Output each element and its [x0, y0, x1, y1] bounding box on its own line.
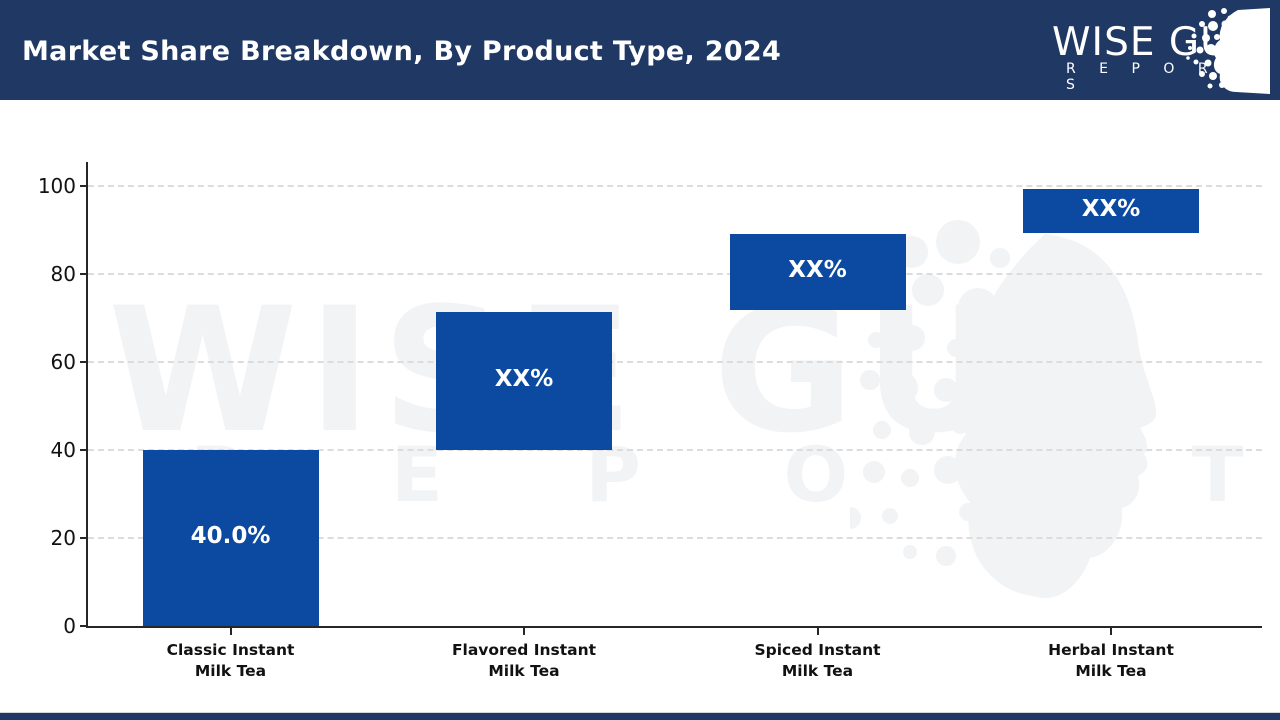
gridline-y100 — [88, 185, 1262, 187]
category-label-2: Spiced Instant Milk Tea — [754, 641, 881, 680]
ytick-label-0: 0 — [63, 614, 76, 638]
ytick-mark-20 — [80, 537, 87, 539]
logo-sub-text: R E P O R T S — [1066, 61, 1250, 93]
category-label-3: Herbal Instant Milk Tea — [1048, 641, 1174, 680]
ytick-mark-0 — [80, 625, 87, 627]
header-bar: Market Share Breakdown, By Product Type,… — [0, 0, 1280, 100]
ytick-mark-80 — [80, 273, 87, 275]
gridline-y20 — [88, 537, 1262, 539]
gridline-y80 — [88, 273, 1262, 275]
bar-value-label-3: XX% — [1081, 196, 1141, 223]
gridline-y60 — [88, 361, 1262, 363]
footer-divider — [0, 712, 1280, 713]
wise-guy-logo: WISE GUY R E P O R T S — [1020, 0, 1270, 100]
page-title: Market Share Breakdown, By Product Type,… — [22, 36, 782, 67]
xtick-mark-3 — [1110, 628, 1112, 635]
footer-bar — [0, 713, 1280, 720]
bar-segment-1 — [436, 311, 612, 450]
chart-area: WISE GU R E P O R T S 02040608010040.0%C… — [0, 100, 1280, 713]
bar-value-label-2: XX% — [788, 257, 847, 284]
bar-segment-3 — [1023, 189, 1199, 234]
ytick-mark-40 — [80, 449, 87, 451]
xtick-mark-0 — [229, 628, 232, 635]
gridline-y40 — [88, 449, 1262, 451]
xtick-mark-2 — [816, 628, 819, 635]
y-axis-line — [86, 162, 88, 628]
category-label-1: Flavored Instant Milk Tea — [451, 641, 597, 680]
ytick-label-60: 60 — [50, 350, 76, 374]
ytick-mark-60 — [80, 361, 87, 363]
bar-segment-2 — [729, 233, 906, 311]
logo-face-icon — [1186, 8, 1270, 94]
ytick-label-40: 40 — [50, 438, 76, 462]
ytick-label-20: 20 — [50, 526, 76, 550]
bar-value-label-0: 40.0% — [190, 523, 271, 549]
bar-value-label-1: XX% — [494, 365, 554, 392]
ytick-mark-100 — [80, 185, 87, 187]
category-label-0: Classic Instant Milk Tea — [166, 641, 295, 680]
xtick-mark-1 — [523, 628, 525, 635]
plot: 0 20 40 60 80 100 40.0% Classic Instant Milk Te… — [0, 100, 1280, 713]
bar-segment-0 — [142, 450, 319, 626]
ytick-label-80: 80 — [50, 262, 76, 286]
x-axis-line — [86, 626, 1262, 628]
ytick-label-100: 100 — [37, 174, 76, 198]
